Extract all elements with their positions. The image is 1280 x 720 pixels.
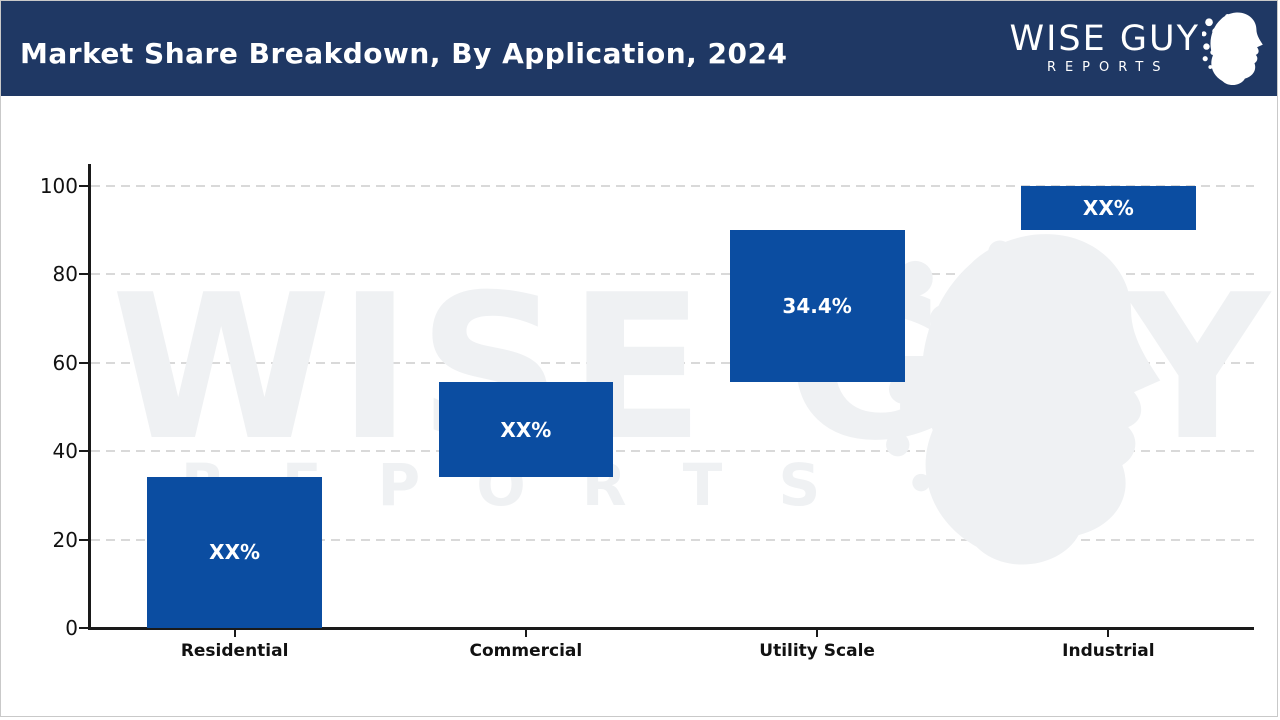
grid-line	[91, 273, 1254, 276]
y-tick-mark	[79, 450, 89, 453]
x-axis-line	[88, 627, 1254, 630]
x-tick-label: Commercial	[469, 641, 583, 661]
bar-value-label: XX%	[500, 417, 552, 442]
y-tick-label: 20	[52, 527, 78, 552]
bar: XX%	[147, 476, 322, 628]
logo: WISE GUY REPORTS	[1009, 6, 1266, 90]
x-tick-mark	[524, 630, 527, 637]
x-tick-mark	[816, 630, 819, 637]
logo-wise-guy: WISE GUY	[1009, 19, 1200, 59]
y-axis-line	[88, 164, 91, 630]
grid-line	[91, 538, 1254, 541]
bar-value-label: XX%	[209, 540, 261, 565]
y-tick-mark	[79, 627, 89, 629]
y-tick-mark	[79, 273, 89, 276]
bar-value-label: XX%	[1082, 196, 1134, 221]
watermark-text: WISE GUY	[111, 252, 1276, 485]
y-tick-label: 80	[52, 262, 78, 287]
header-bar: Market Share Breakdown, By Application, …	[1, 1, 1277, 96]
y-tick-label: 0	[65, 616, 78, 640]
chart-title: Market Share Breakdown, By Application, …	[20, 36, 788, 70]
bar: XX%	[1021, 186, 1196, 231]
x-tick-mark	[1107, 630, 1110, 637]
grid-line	[91, 185, 1254, 188]
y-tick-label: 60	[52, 350, 78, 375]
y-tick-label: 40	[52, 439, 78, 464]
y-tick-mark	[79, 185, 89, 188]
grid-line	[91, 361, 1254, 364]
bar: 34.4%	[729, 230, 905, 383]
logo-reports: REPORTS	[1046, 60, 1170, 75]
x-tick-mark	[233, 630, 236, 637]
grid-line	[91, 450, 1254, 453]
x-tick-label: Residential	[180, 641, 289, 661]
bar: XX%	[438, 382, 614, 477]
logo-text: WISE GUY REPORTS	[1009, 19, 1200, 75]
y-tick-mark	[79, 538, 89, 541]
bar-value-label: 34.4%	[782, 294, 852, 319]
y-tick-mark	[79, 361, 89, 364]
x-tick-label: Utility Scale	[759, 641, 875, 661]
logo-head-icon	[1202, 12, 1263, 85]
x-tick-label: Industrial	[1062, 641, 1155, 661]
watermark-head-icon	[883, 234, 1161, 565]
y-tick-label: 100	[39, 174, 78, 199]
